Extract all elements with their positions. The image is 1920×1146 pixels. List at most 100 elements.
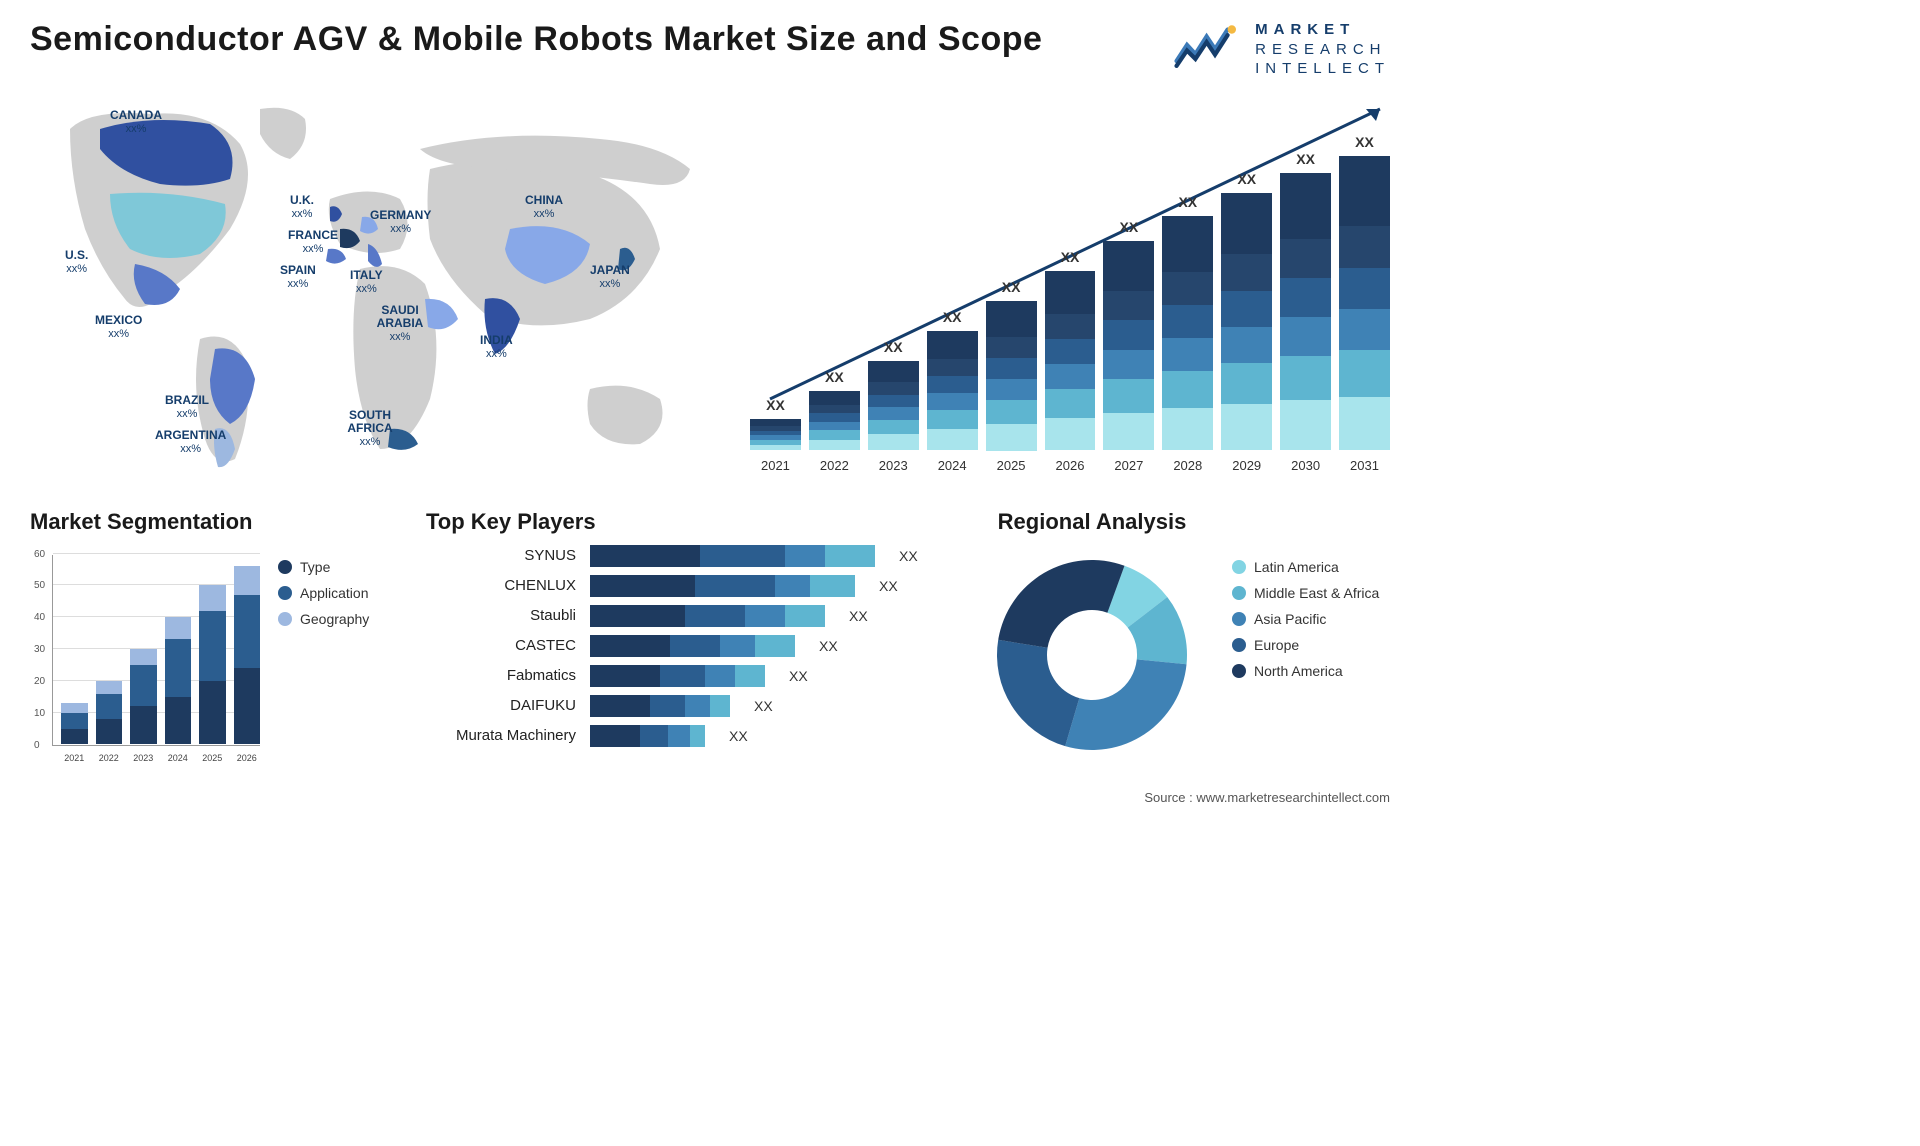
map-label: ARGENTINAxx% (155, 429, 226, 455)
player-bar (590, 635, 795, 657)
players-rows: SYNUSXXCHENLUXXXStaubliXXCASTECXXFabmati… (426, 545, 946, 747)
player-name: SYNUS (426, 547, 576, 564)
donut-slice (1065, 659, 1186, 750)
growth-bar: XX2027 (1103, 219, 1154, 451)
growth-bar: XX2028 (1162, 194, 1213, 451)
seg-bar: 2026 (234, 566, 261, 744)
player-bar (590, 605, 825, 627)
growth-bar: XX2029 (1221, 171, 1272, 451)
player-value: XX (754, 698, 773, 714)
seg-bar-year: 2021 (64, 753, 84, 763)
map-label: CHINAxx% (525, 194, 563, 220)
growth-bar-year: 2023 (879, 458, 908, 473)
growth-bar-year: 2021 (761, 458, 790, 473)
player-bar (590, 545, 875, 567)
player-row: Murata Machinery XX (426, 725, 946, 747)
map-label: FRANCExx% (288, 229, 338, 255)
page-title: Semiconductor AGV & Mobile Robots Market… (30, 20, 1042, 59)
player-value: XX (879, 578, 898, 594)
growth-bar-year: 2024 (938, 458, 967, 473)
player-bar (590, 665, 765, 687)
seg-bar-year: 2024 (168, 753, 188, 763)
legend-item: North America (1232, 663, 1379, 679)
seg-bar: 2021 (61, 703, 88, 744)
seg-bar: 2022 (96, 681, 123, 745)
player-name: Staubli (426, 607, 576, 624)
growth-bar-label: XX (1237, 171, 1256, 187)
growth-bar-label: XX (1061, 249, 1080, 265)
map-label: GERMANYxx% (370, 209, 431, 235)
growth-bar-label: XX (943, 309, 962, 325)
growth-bar: XX2023 (868, 339, 919, 451)
legend-item: Asia Pacific (1232, 611, 1379, 627)
player-name: DAIFUKU (426, 697, 576, 714)
map-label: JAPANxx% (590, 264, 630, 290)
growth-bar: XX2022 (809, 369, 860, 451)
segmentation-bars: 2021 2022 2023 2024 2025 2026 (52, 555, 260, 746)
growth-bar: XX2026 (1045, 249, 1096, 451)
player-bar (590, 695, 730, 717)
logo-line1: MARKET (1255, 20, 1390, 40)
player-bar (590, 725, 705, 747)
segmentation-chart: 0102030405060 202120222023202420252026 (30, 545, 260, 770)
growth-bar-year: 2026 (1056, 458, 1085, 473)
player-name: CASTEC (426, 637, 576, 654)
players-panel: Top Key Players SYNUSXXCHENLUXXXStaubliX… (426, 509, 946, 755)
growth-bar-label: XX (825, 369, 844, 385)
map-label: INDIAxx% (480, 334, 513, 360)
growth-bar-year: 2028 (1173, 458, 1202, 473)
donut-slice (998, 560, 1124, 648)
map-label: SAUDI ARABIAxx% (370, 304, 430, 344)
legend-item: Europe (1232, 637, 1379, 653)
growth-bar-year: 2029 (1232, 458, 1261, 473)
header: Semiconductor AGV & Mobile Robots Market… (30, 20, 1390, 79)
player-name: Murata Machinery (426, 727, 576, 744)
logo-line2: RESEARCH (1255, 40, 1390, 60)
map-label: SPAINxx% (280, 264, 316, 290)
map-label: U.K.xx% (290, 194, 314, 220)
growth-bar-label: XX (1296, 151, 1315, 167)
seg-bar-year: 2022 (99, 753, 119, 763)
source-label: Source : www.marketresearchintellect.com (30, 790, 1390, 805)
player-value: XX (819, 638, 838, 654)
legend-item: Latin America (1232, 559, 1379, 575)
brand-logo-icon (1173, 22, 1243, 77)
growth-bar: XX2025 (986, 279, 1037, 451)
seg-bar-year: 2025 (202, 753, 222, 763)
seg-bar: 2023 (130, 649, 157, 745)
player-row: CHENLUXXX (426, 575, 946, 597)
map-label: ITALYxx% (350, 269, 383, 295)
map-label: U.S.xx% (65, 249, 88, 275)
player-value: XX (729, 728, 748, 744)
player-value: XX (789, 668, 808, 684)
map-label: CANADAxx% (110, 109, 162, 135)
player-bar (590, 575, 855, 597)
growth-bar: XX2030 (1280, 151, 1331, 451)
segmentation-legend: TypeApplicationGeography (278, 509, 369, 770)
seg-bar: 2025 (199, 585, 226, 744)
player-row: SYNUSXX (426, 545, 946, 567)
growth-bar-year: 2031 (1350, 458, 1379, 473)
player-row: Fabmatics XX (426, 665, 946, 687)
top-row: CANADAxx% U.S.xx% MEXICOxx% BRAZILxx% ARGENT… (30, 89, 1390, 479)
growth-bar-year: 2027 (1114, 458, 1143, 473)
seg-bar-year: 2026 (237, 753, 257, 763)
brand-logo: MARKET RESEARCH INTELLECT (1173, 20, 1390, 79)
map-label: SOUTH AFRICAxx% (340, 409, 400, 449)
growth-bars: XX2021XX2022XX2023XX2024XX2025XX2026XX20… (750, 121, 1390, 451)
legend-item: Application (278, 585, 369, 601)
growth-bar-label: XX (1120, 219, 1139, 235)
player-row: Staubli XX (426, 605, 946, 627)
seg-bar: 2024 (165, 617, 192, 744)
growth-bar-year: 2022 (820, 458, 849, 473)
map-label: MEXICOxx% (95, 314, 142, 340)
player-name: Fabmatics (426, 667, 576, 684)
brand-logo-text: MARKET RESEARCH INTELLECT (1255, 20, 1390, 79)
regional-title: Regional Analysis (982, 509, 1202, 535)
growth-bar: XX2031 (1339, 134, 1390, 451)
player-value: XX (849, 608, 868, 624)
map-label: BRAZILxx% (165, 394, 209, 420)
segmentation-panel: Market Segmentation 0102030405060 202120… (30, 509, 390, 770)
growth-bar-label: XX (1178, 194, 1197, 210)
growth-bar-year: 2025 (997, 458, 1026, 473)
